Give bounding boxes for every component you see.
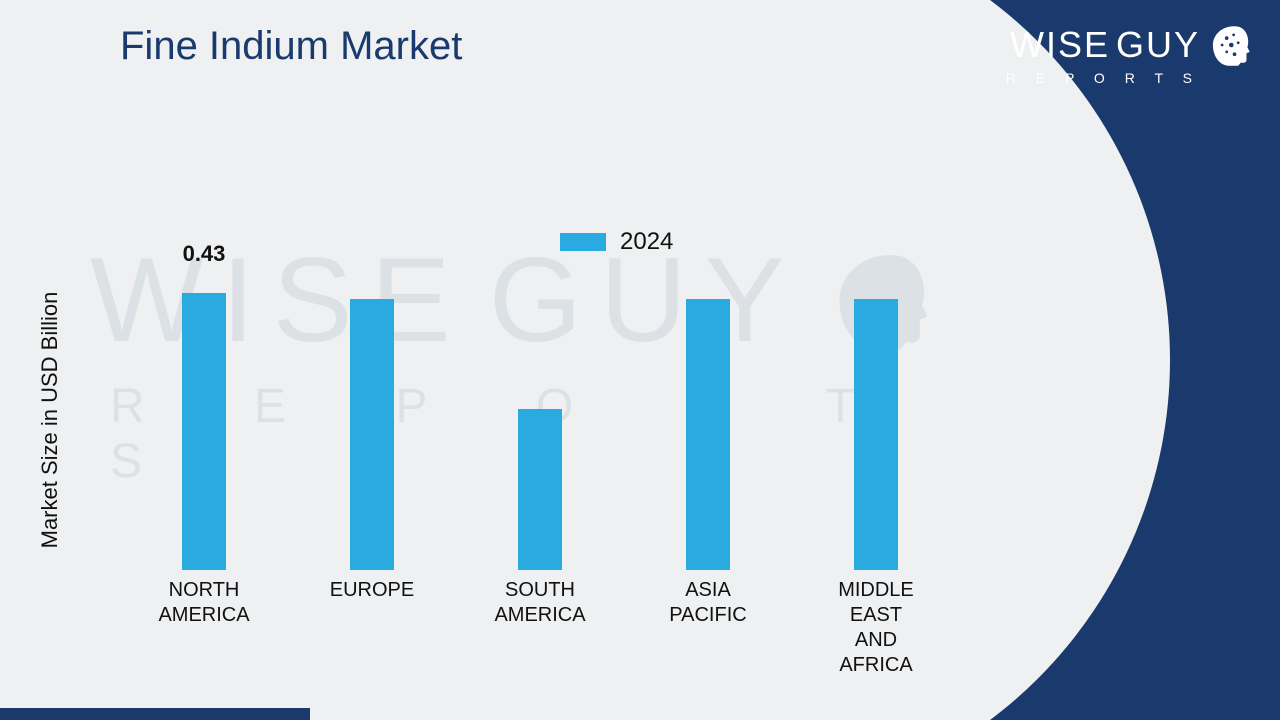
logo-text-2: R E P O R T S [992, 70, 1252, 86]
bar [686, 299, 730, 570]
category-label: NORTHAMERICA [130, 578, 278, 628]
logo-head-icon [1206, 22, 1252, 68]
logo-text-1a: WISE [1010, 24, 1110, 66]
category-label: MIDDLEEASTANDAFRICA [802, 578, 950, 678]
bottom-accent-bar [0, 708, 310, 720]
bar [350, 299, 394, 570]
legend: 2024 [560, 228, 673, 256]
chart-area: Market Size in USD Billion 0.43NORTHAMER… [60, 140, 960, 700]
logo-text-1b: GUY [1116, 24, 1200, 66]
bar [854, 299, 898, 570]
category-label: EUROPE [298, 578, 446, 603]
bar [518, 409, 562, 570]
category-label: SOUTHAMERICA [466, 578, 614, 628]
legend-label: 2024 [620, 228, 673, 256]
y-axis-label: Market Size in USD Billion [37, 292, 63, 549]
legend-swatch [560, 233, 606, 251]
category-label: ASIAPACIFIC [634, 578, 782, 628]
bar-value-label: 0.43 [144, 241, 264, 267]
plot-region: 0.43NORTHAMERICAEUROPESOUTHAMERICAASIAPA… [120, 140, 960, 570]
bar [182, 293, 226, 570]
chart-title: Fine Indium Market [120, 24, 462, 69]
chart-card: WISE GUY R E P O R T S WISE GUY R E P O … [0, 0, 1280, 720]
brand-logo: WISE GUY R E P O R T S [992, 22, 1252, 86]
